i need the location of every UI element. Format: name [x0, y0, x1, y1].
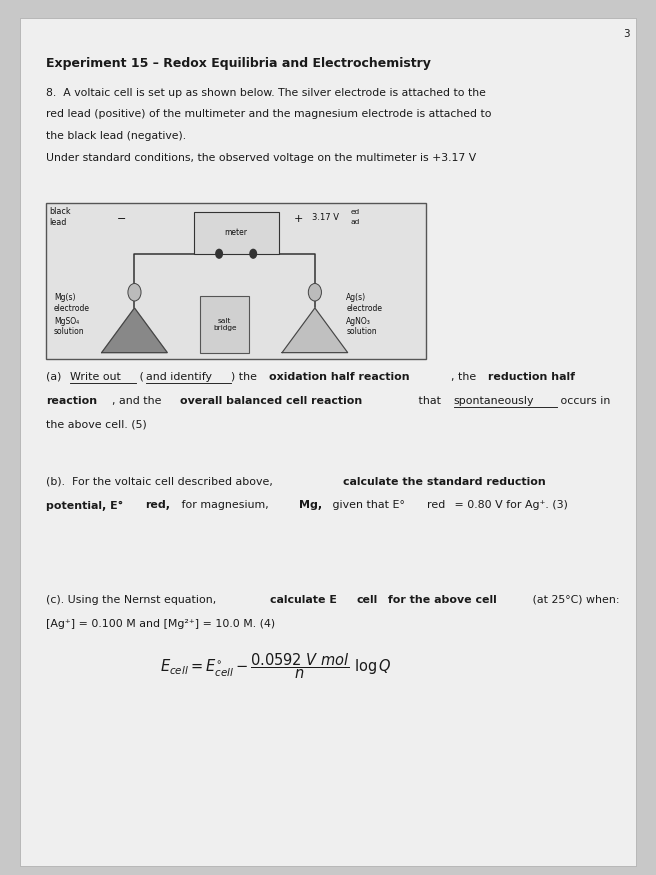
Text: Mg,: Mg, — [300, 500, 323, 510]
Text: potential, E°: potential, E° — [46, 500, 123, 511]
FancyBboxPatch shape — [194, 212, 279, 254]
Text: = 0.80 V for Ag⁺. (3): = 0.80 V for Ag⁺. (3) — [451, 500, 567, 510]
Text: Write out: Write out — [70, 372, 121, 382]
Text: MgSO₄
solution: MgSO₄ solution — [54, 317, 85, 336]
Polygon shape — [102, 308, 167, 353]
Text: Mg(s)
electrode: Mg(s) electrode — [54, 293, 90, 312]
Text: that: that — [415, 396, 445, 405]
Text: for the above cell: for the above cell — [384, 595, 497, 605]
Text: (b).  For the voltaic cell described above,: (b). For the voltaic cell described abov… — [46, 477, 276, 487]
Circle shape — [216, 249, 222, 258]
Text: the black lead (negative).: the black lead (negative). — [46, 131, 186, 141]
Text: oxidation half reaction: oxidation half reaction — [270, 372, 410, 382]
Text: 8.  A voltaic cell is set up as shown below. The silver electrode is attached to: 8. A voltaic cell is set up as shown bel… — [46, 88, 486, 97]
Text: given that E°: given that E° — [329, 500, 405, 510]
Text: (at 25°C) when:: (at 25°C) when: — [529, 595, 620, 605]
Text: (a): (a) — [46, 372, 65, 382]
Text: 3: 3 — [623, 29, 630, 38]
Text: spontaneously: spontaneously — [453, 396, 534, 405]
Text: ed: ed — [351, 209, 360, 214]
Text: Ag(s)
electrode: Ag(s) electrode — [346, 293, 382, 312]
Text: Experiment 15 – Redox Equilibria and Electrochemistry: Experiment 15 – Redox Equilibria and Ele… — [46, 57, 431, 70]
Text: red lead (positive) of the multimeter and the magnesium electrode is attached to: red lead (positive) of the multimeter an… — [46, 109, 491, 119]
FancyBboxPatch shape — [46, 203, 426, 359]
Circle shape — [308, 284, 321, 301]
Text: salt
bridge: salt bridge — [213, 318, 236, 331]
Circle shape — [250, 249, 256, 258]
Text: red: red — [427, 500, 445, 510]
Text: ad: ad — [351, 220, 360, 225]
Text: (: ( — [136, 372, 144, 382]
Text: for magnesium,: for magnesium, — [178, 500, 272, 510]
Text: meter: meter — [224, 228, 248, 237]
Text: reduction half: reduction half — [488, 372, 575, 382]
Text: cell: cell — [356, 595, 378, 605]
Text: ) the: ) the — [232, 372, 260, 382]
Text: overall balanced cell reaction: overall balanced cell reaction — [180, 396, 363, 405]
Text: reaction: reaction — [46, 396, 97, 405]
Text: red,: red, — [146, 500, 171, 510]
Text: 3.17 V: 3.17 V — [312, 213, 338, 221]
Text: and identify: and identify — [146, 372, 212, 382]
Text: calculate the standard reduction: calculate the standard reduction — [343, 477, 546, 487]
Text: , and the: , and the — [112, 396, 165, 405]
Polygon shape — [282, 308, 348, 353]
Text: , the: , the — [451, 372, 480, 382]
Circle shape — [128, 284, 141, 301]
Text: occurs in: occurs in — [558, 396, 611, 405]
FancyBboxPatch shape — [200, 296, 249, 353]
FancyBboxPatch shape — [20, 18, 636, 866]
Text: black
lead: black lead — [49, 207, 71, 227]
Text: +: + — [294, 214, 303, 224]
Text: Under standard conditions, the observed voltage on the multimeter is +3.17 V: Under standard conditions, the observed … — [46, 153, 476, 163]
Text: −: − — [117, 214, 126, 224]
Text: [Ag⁺] = 0.100 M and [Mg²⁺] = 10.0 M. (4): [Ag⁺] = 0.100 M and [Mg²⁺] = 10.0 M. (4) — [46, 619, 275, 628]
Text: the above cell. (5): the above cell. (5) — [46, 419, 147, 429]
Text: (c). Using the Nernst equation,: (c). Using the Nernst equation, — [46, 595, 220, 605]
Text: calculate E: calculate E — [270, 595, 337, 605]
Text: AgNO₃
solution: AgNO₃ solution — [346, 317, 377, 336]
Text: $E_{cell} = E^{\circ}_{cell} - \dfrac{0.0592\ V\ mol}{n}\ \log Q$: $E_{cell} = E^{\circ}_{cell} - \dfrac{0.… — [159, 652, 392, 682]
